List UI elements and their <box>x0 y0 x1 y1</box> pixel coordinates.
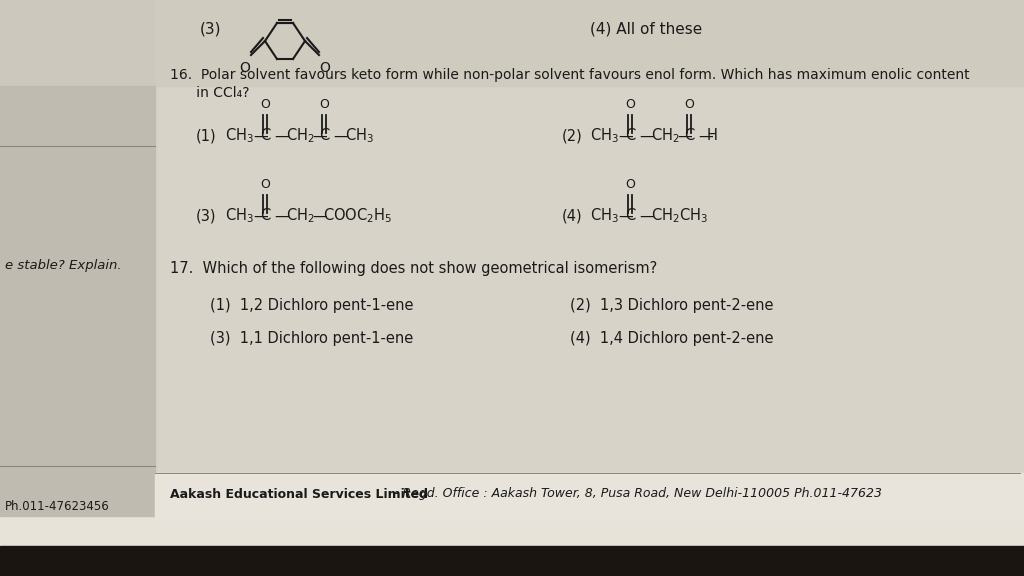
Text: CH$_2$: CH$_2$ <box>286 207 314 225</box>
Text: —: — <box>618 128 633 143</box>
Text: (4): (4) <box>562 209 583 223</box>
Text: CH$_2$: CH$_2$ <box>286 127 314 145</box>
Text: —: — <box>274 209 289 223</box>
Text: CH$_3$: CH$_3$ <box>590 207 618 225</box>
Text: —: — <box>253 128 267 143</box>
Text: —: — <box>333 128 348 143</box>
Text: CH$_3$: CH$_3$ <box>590 127 618 145</box>
Text: (1)  1,2 Dichloro pent-1-ene: (1) 1,2 Dichloro pent-1-ene <box>210 298 414 313</box>
Text: (2): (2) <box>562 128 583 143</box>
Text: O: O <box>260 98 270 111</box>
Text: C: C <box>318 128 329 143</box>
Bar <box>155 0 1024 86</box>
Text: C: C <box>625 128 635 143</box>
Text: COOC$_2$H$_5$: COOC$_2$H$_5$ <box>323 207 392 225</box>
Text: 17.  Which of the following does not show geometrical isomerism?: 17. Which of the following does not show… <box>170 261 657 276</box>
Text: (2)  1,3 Dichloro pent-2-ene: (2) 1,3 Dichloro pent-2-ene <box>570 298 773 313</box>
Bar <box>0 516 1024 576</box>
Text: CH$_3$: CH$_3$ <box>225 127 254 145</box>
Text: CH$_3$: CH$_3$ <box>225 207 254 225</box>
Text: (3): (3) <box>200 21 221 36</box>
Bar <box>0 546 1024 576</box>
Text: CH$_2$: CH$_2$ <box>651 127 680 145</box>
Text: O: O <box>319 98 329 111</box>
Text: —: — <box>639 128 653 143</box>
Text: (4) All of these: (4) All of these <box>590 21 702 36</box>
Text: —: — <box>698 128 713 143</box>
Text: (3)  1,1 Dichloro pent-1-ene: (3) 1,1 Dichloro pent-1-ene <box>210 331 414 346</box>
Text: (1): (1) <box>196 128 217 143</box>
Text: —: — <box>677 128 692 143</box>
Text: O: O <box>625 98 635 111</box>
Text: O: O <box>260 178 270 191</box>
Text: (4)  1,4 Dichloro pent-2-ene: (4) 1,4 Dichloro pent-2-ene <box>570 331 773 346</box>
Text: 16.  Polar solvent favours keto form while non-polar solvent favours enol form. : 16. Polar solvent favours keto form whil… <box>170 68 970 82</box>
Text: —: — <box>274 128 289 143</box>
Text: C: C <box>684 128 694 143</box>
Text: CH$_2$CH$_3$: CH$_2$CH$_3$ <box>651 207 709 225</box>
Bar <box>0 86 155 516</box>
Text: O: O <box>684 98 694 111</box>
Text: e stable? Explain.: e stable? Explain. <box>5 260 122 272</box>
Text: C: C <box>625 209 635 223</box>
Bar <box>155 473 1024 521</box>
Text: —: — <box>618 209 633 223</box>
Text: CH$_3$: CH$_3$ <box>345 127 374 145</box>
Text: - Regd. Office : Aakash Tower, 8, Pusa Road, New Delhi-110005 Ph.011-47623: - Regd. Office : Aakash Tower, 8, Pusa R… <box>390 487 882 501</box>
Text: H: H <box>707 128 718 143</box>
Text: Ph.011-47623456: Ph.011-47623456 <box>5 499 110 513</box>
Text: Aakash Educational Services Limited: Aakash Educational Services Limited <box>170 487 428 501</box>
Text: (3): (3) <box>196 209 216 223</box>
Text: C: C <box>260 128 270 143</box>
Text: O: O <box>625 178 635 191</box>
Text: C: C <box>260 209 270 223</box>
Text: in CCl₄?: in CCl₄? <box>170 86 250 100</box>
Text: O: O <box>240 61 251 75</box>
Text: —: — <box>253 209 267 223</box>
Text: —: — <box>639 209 653 223</box>
Text: —: — <box>312 128 327 143</box>
Text: O: O <box>319 61 331 75</box>
Text: —: — <box>312 209 327 223</box>
Bar <box>155 86 1024 516</box>
